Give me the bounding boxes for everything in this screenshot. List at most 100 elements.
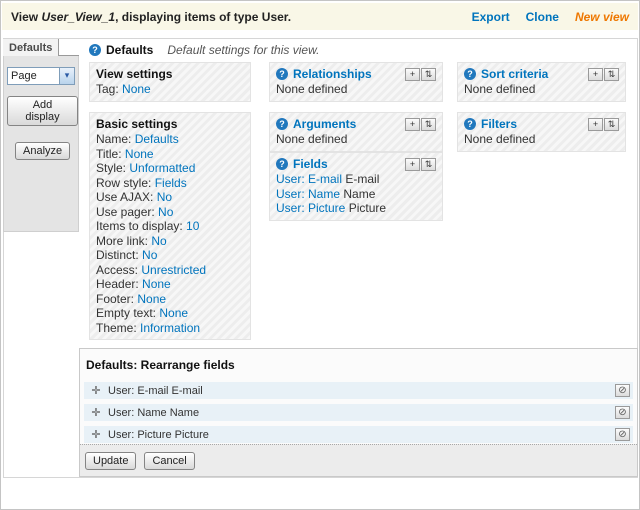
- help-icon[interactable]: ?: [464, 118, 476, 130]
- setting-value-link[interactable]: 10: [186, 219, 200, 233]
- cancel-button[interactable]: Cancel: [144, 451, 195, 470]
- view-settings-title: View settings: [96, 67, 173, 81]
- setting-value-link[interactable]: No: [158, 204, 174, 219]
- setting-row: Header: None: [96, 277, 244, 292]
- remove-button[interactable]: ⊘: [615, 384, 630, 397]
- box-actions: + ⇅: [588, 67, 619, 81]
- help-icon[interactable]: ?: [276, 118, 288, 130]
- help-icon[interactable]: ?: [464, 68, 476, 80]
- setting-value-link[interactable]: Information: [140, 320, 201, 335]
- sort-criteria-header: ? Sort criteria + ⇅: [464, 66, 619, 82]
- tab-defaults[interactable]: Defaults: [3, 39, 59, 56]
- setting-row: Items to display: 10: [96, 219, 244, 234]
- overview-description: Default settings for this view.: [167, 43, 320, 57]
- display-type-select[interactable]: Page ▾: [7, 67, 75, 85]
- setting-label: Items to display:: [96, 219, 183, 233]
- setting-value-link[interactable]: None: [124, 146, 154, 161]
- clone-link[interactable]: Clone: [525, 9, 559, 24]
- setting-row: Tag: None: [96, 82, 244, 97]
- setting-label: Title:: [96, 146, 122, 161]
- rearrange-button[interactable]: ⇅: [604, 67, 619, 81]
- box-actions: + ⇅: [588, 117, 619, 131]
- setting-value-link[interactable]: Fields: [154, 175, 187, 190]
- relationships-box: ? Relationships + ⇅ None defined: [269, 62, 443, 102]
- help-icon[interactable]: ?: [89, 44, 101, 56]
- setting-value-link[interactable]: Unrestricted: [141, 262, 207, 277]
- setting-value-link[interactable]: None: [159, 306, 189, 320]
- overview-header: ? Defaults Default settings for this vie…: [89, 43, 319, 57]
- setting-label: Style:: [96, 161, 127, 175]
- setting-value-link[interactable]: No: [156, 190, 173, 204]
- empty-text: None defined: [276, 132, 348, 146]
- drag-handle-icon[interactable]: ✛: [91, 429, 101, 441]
- rearrange-title: Defaults: Rearrange fields: [86, 358, 235, 372]
- export-link[interactable]: Export: [471, 9, 510, 24]
- add-button[interactable]: +: [405, 67, 420, 81]
- setting-value-link[interactable]: No: [142, 248, 158, 262]
- rearrange-row[interactable]: ✛ User: E-mail E-mail ⊘: [84, 382, 633, 399]
- fields-box: ? Fields + ⇅ User: E-mail E-mail User: N…: [269, 152, 443, 221]
- display-controls-panel: Page ▾ Add display Analyze: [3, 56, 79, 232]
- form-actions: Update Cancel: [80, 444, 637, 476]
- field-link[interactable]: User: Name: [276, 186, 341, 201]
- rearrange-row[interactable]: ✛ User: Picture Picture ⊘: [84, 426, 633, 443]
- setting-row: Footer: None: [96, 292, 244, 307]
- rearrange-button[interactable]: ⇅: [421, 117, 436, 131]
- setting-label: Use AJAX:: [96, 190, 154, 204]
- field-link[interactable]: User: E-mail: [276, 172, 343, 186]
- field-row: User: Picture Picture: [276, 201, 436, 216]
- add-button[interactable]: +: [588, 67, 603, 81]
- arguments-box: ? Arguments + ⇅ None defined: [269, 112, 443, 152]
- relationships-title[interactable]: Relationships: [293, 67, 372, 81]
- dropdown-arrow-icon[interactable]: ▾: [59, 68, 74, 84]
- rearrange-button[interactable]: ⇅: [604, 117, 619, 131]
- setting-value-link[interactable]: Unformatted: [129, 161, 196, 175]
- setting-value-link[interactable]: None: [142, 277, 171, 291]
- sort-criteria-title[interactable]: Sort criteria: [481, 67, 549, 81]
- update-button[interactable]: Update: [85, 451, 137, 470]
- display-tab-bar: Defaults: [3, 39, 79, 56]
- setting-value-link[interactable]: No: [151, 233, 167, 248]
- field-label: Name: [343, 186, 376, 201]
- setting-row: Use pager: No: [96, 205, 244, 220]
- setting-label: Header:: [96, 277, 139, 291]
- empty-text: None defined: [464, 132, 536, 146]
- field-row: User: E-mail E-mail: [276, 172, 436, 187]
- add-button[interactable]: +: [405, 157, 420, 171]
- title-prefix: View: [11, 9, 42, 24]
- setting-label: More link:: [96, 233, 149, 248]
- setting-value-link[interactable]: None: [137, 291, 167, 306]
- remove-button[interactable]: ⊘: [615, 428, 630, 441]
- add-button[interactable]: +: [405, 117, 420, 131]
- rearrange-button[interactable]: ⇅: [421, 157, 436, 171]
- view-settings-box: View settings Tag: None: [89, 62, 251, 102]
- filters-header: ? Filters + ⇅: [464, 116, 619, 132]
- analyze-button[interactable]: Analyze: [15, 142, 71, 160]
- setting-label: Empty text:: [96, 306, 157, 320]
- setting-label: Theme:: [96, 320, 137, 335]
- setting-value-link[interactable]: Defaults: [134, 132, 179, 146]
- remove-button[interactable]: ⊘: [615, 406, 630, 419]
- arguments-header: ? Arguments + ⇅: [276, 116, 436, 132]
- arguments-title[interactable]: Arguments: [293, 117, 357, 131]
- box-actions: + ⇅: [405, 117, 436, 131]
- filters-box: ? Filters + ⇅ None defined: [457, 112, 626, 152]
- help-icon[interactable]: ?: [276, 158, 288, 170]
- filters-title[interactable]: Filters: [481, 117, 518, 131]
- setting-label: Tag:: [96, 82, 119, 96]
- drag-handle-icon[interactable]: ✛: [91, 407, 101, 419]
- new-view-link[interactable]: New view: [574, 9, 629, 24]
- fields-title[interactable]: Fields: [293, 157, 328, 171]
- add-button[interactable]: +: [588, 117, 603, 131]
- rearrange-row[interactable]: ✛ User: Name Name ⊘: [84, 404, 633, 421]
- setting-label: Access:: [96, 262, 139, 277]
- field-link[interactable]: User: Picture: [276, 201, 346, 215]
- setting-row: Row style: Fields: [96, 176, 244, 191]
- setting-value-link[interactable]: None: [122, 82, 151, 96]
- rearrange-button[interactable]: ⇅: [421, 67, 436, 81]
- display-sidebar: Defaults Page ▾ Add display Analyze: [3, 39, 79, 232]
- field-label: E-mail: [345, 172, 380, 186]
- help-icon[interactable]: ?: [276, 68, 288, 80]
- add-display-button[interactable]: Add display: [7, 96, 78, 126]
- drag-handle-icon[interactable]: ✛: [91, 385, 101, 397]
